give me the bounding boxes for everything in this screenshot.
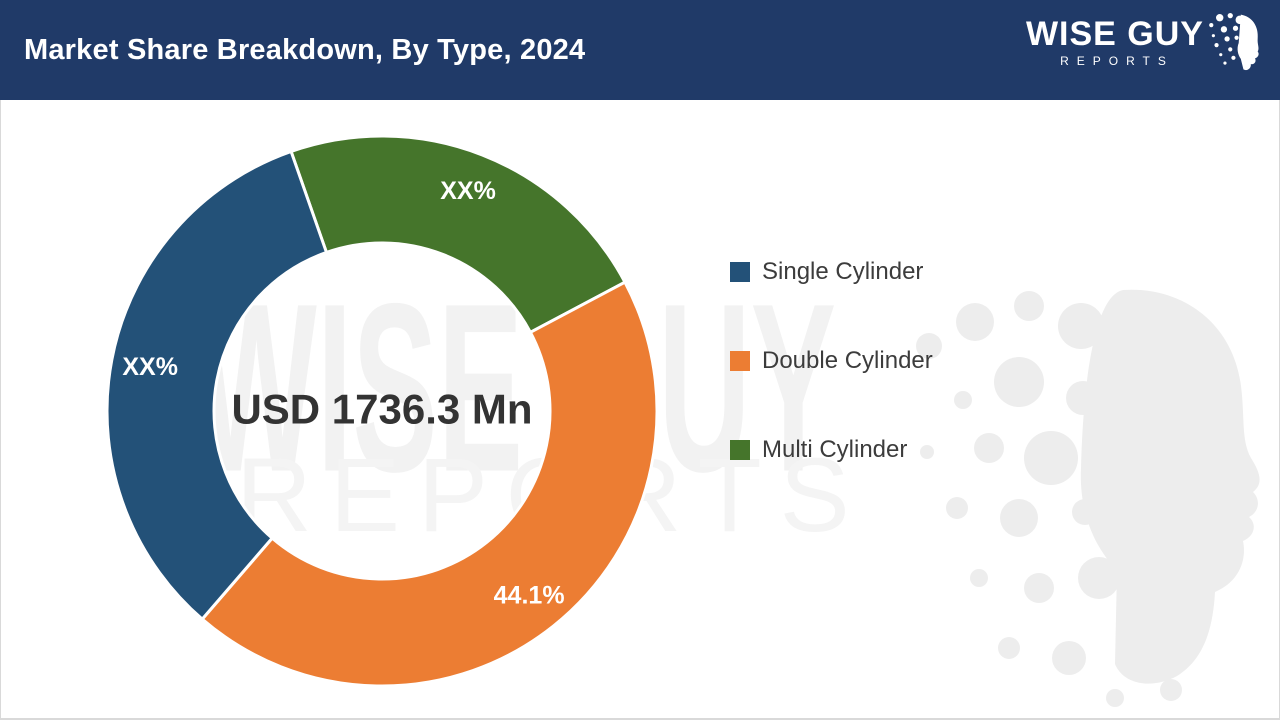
page-title: Market Share Breakdown, By Type, 2024 — [24, 33, 586, 66]
donut-slice-single-cylinder — [105, 149, 328, 621]
header-bar: Market Share Breakdown, By Type, 2024 WI… — [0, 0, 1280, 100]
legend-item-single-cylinder: Single Cylinder — [730, 260, 933, 284]
legend-swatch-single-cylinder — [730, 262, 750, 282]
chart-area: WISE GUY REPORTS XX%44.1%XX% USD 1736.3 … — [0, 100, 1280, 720]
slice-value-label-double-cylinder: 44.1% — [494, 582, 565, 610]
wise-guy-logo: WISE GUY REPORTS — [1026, 10, 1264, 74]
donut-center-value: USD 1736.3 Mn — [231, 386, 532, 433]
chart-legend: Single Cylinder Double Cylinder Multi Cy… — [730, 260, 933, 527]
donut-slices — [105, 134, 659, 688]
legend-swatch-double-cylinder — [730, 351, 750, 371]
donut-chart: XX% 44.1% XX% USD 1736.3 Mn — [105, 134, 659, 688]
slice-value-label-single-cylinder: XX% — [122, 353, 178, 381]
logo-wordmark: WISE GUY — [1025, 15, 1204, 53]
watermark-head-graphic — [916, 289, 1260, 707]
slice-value-label-multi-cylinder: XX% — [440, 177, 496, 205]
legend-item-double-cylinder: Double Cylinder — [730, 349, 933, 373]
logo-text: WISE GUY REPORTS — [1026, 17, 1204, 67]
legend-item-multi-cylinder: Multi Cylinder — [730, 438, 933, 462]
legend-label-multi-cylinder: Multi Cylinder — [762, 436, 908, 463]
donut-slice-double-cylinder — [200, 280, 659, 688]
legend-label-single-cylinder: Single Cylinder — [762, 258, 924, 285]
logo-subtitle: REPORTS — [1060, 54, 1174, 68]
donut-slice-labels: XX% 44.1% XX% — [122, 177, 564, 609]
logo-head-icon — [1209, 13, 1259, 71]
legend-swatch-multi-cylinder — [730, 440, 750, 460]
legend-label-double-cylinder: Double Cylinder — [762, 347, 933, 374]
donut-slice-multi-cylinder — [289, 134, 627, 334]
